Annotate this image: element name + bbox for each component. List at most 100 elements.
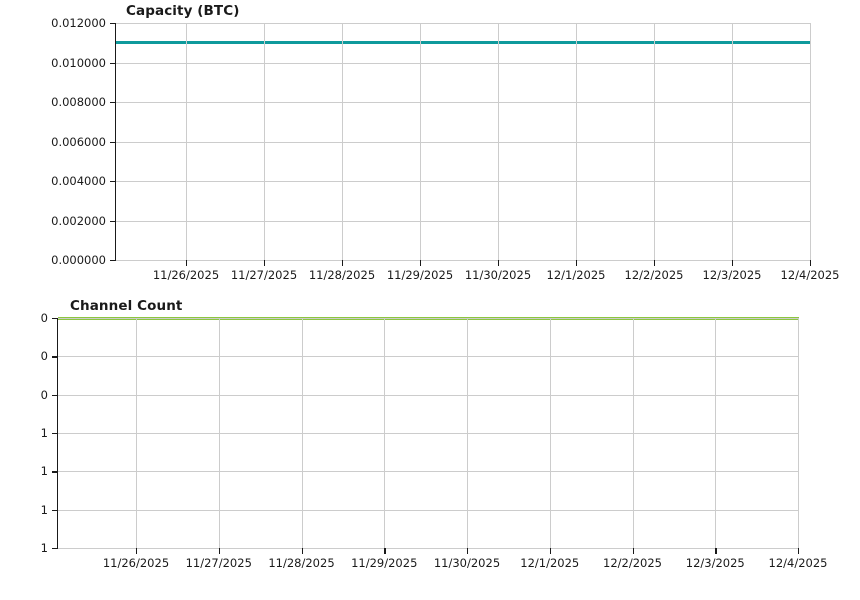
gridline-vertical (264, 23, 265, 260)
y-axis-label: 0.012000 (51, 16, 106, 30)
y-axis-label: 0 (40, 349, 48, 364)
y-axis-tick (110, 260, 116, 262)
gridline-horizontal (116, 181, 811, 182)
y-axis-tick (52, 509, 58, 512)
y-axis-label: 1 (40, 541, 48, 555)
gridline-vertical (810, 23, 811, 260)
x-axis-tick (810, 260, 812, 266)
x-axis-label: 11/29/2025 (351, 556, 418, 570)
gridline-vertical (632, 318, 634, 548)
gridline-vertical (218, 318, 220, 548)
gridline-horizontal (116, 23, 811, 24)
series-line-capacity (116, 41, 811, 45)
gridline-horizontal (116, 141, 811, 143)
gridline-vertical (576, 23, 577, 260)
y-axis-label: 0.004000 (51, 174, 106, 188)
y-axis-label: 1 (40, 426, 48, 440)
y-axis-tick (110, 181, 116, 183)
x-axis-label: 12/1/2025 (546, 268, 606, 282)
y-axis-label: 0.002000 (51, 213, 106, 228)
gridline-horizontal (58, 433, 799, 434)
gridline-vertical (342, 23, 343, 260)
gridline-vertical (498, 23, 499, 260)
x-axis-tick (186, 260, 188, 266)
y-axis-label: 0.000000 (51, 253, 106, 267)
y-axis-label: 0 (40, 311, 48, 325)
x-axis-tick (467, 548, 469, 554)
x-axis-tick (218, 548, 221, 554)
x-axis-tick (798, 548, 800, 554)
x-axis-label: 11/27/2025 (185, 556, 252, 570)
gridline-vertical (467, 318, 468, 548)
x-axis-tick (632, 548, 634, 554)
gridline-vertical (798, 318, 799, 548)
gridline-horizontal (58, 318, 799, 319)
x-axis-tick (264, 260, 266, 266)
gridline-horizontal (116, 220, 811, 222)
x-axis-label: 11/29/2025 (386, 268, 454, 282)
x-axis-tick (342, 260, 344, 266)
y-axis-tick (110, 102, 116, 104)
x-axis-label: 11/26/2025 (102, 556, 170, 570)
x-axis-label: 12/4/2025 (780, 268, 840, 282)
x-axis-label: 11/26/2025 (152, 268, 220, 282)
gridline-horizontal (116, 260, 811, 261)
y-axis-tick (110, 220, 116, 222)
y-axis-label: 0 (40, 387, 48, 402)
x-axis-label: 12/3/2025 (685, 556, 745, 570)
gridline-vertical (654, 23, 655, 260)
chart-panel-capacity: Capacity (BTC) 0.000000 0.002000 0.004000 0… (0, 0, 860, 290)
y-axis-label: 0.006000 (51, 134, 106, 149)
x-axis-tick (715, 548, 717, 554)
x-axis-label: 11/28/2025 (308, 268, 376, 282)
gridline-vertical (136, 318, 137, 548)
y-axis-tick (52, 433, 58, 435)
y-axis-tick (110, 62, 116, 64)
gridline-vertical (420, 23, 421, 260)
x-axis-tick (420, 260, 422, 266)
x-axis-label: 12/4/2025 (768, 556, 828, 570)
gridline-horizontal (58, 509, 799, 511)
y-axis-tick (52, 318, 58, 320)
y-axis-tick (52, 548, 58, 550)
y-axis-tick (110, 141, 116, 143)
x-axis-tick (301, 548, 303, 554)
gridline-vertical (732, 23, 733, 260)
gridline-horizontal (58, 548, 799, 549)
x-axis-tick (384, 548, 386, 554)
x-axis-tick (498, 260, 500, 266)
x-axis-label: 12/2/2025 (624, 268, 684, 282)
gridline-vertical (301, 318, 303, 548)
y-axis-tick (52, 394, 58, 397)
x-axis-label: 11/28/2025 (268, 556, 335, 570)
gridline-vertical (384, 318, 386, 548)
x-axis-label: 11/27/2025 (230, 268, 298, 282)
y-axis-label: 1 (40, 502, 48, 517)
x-axis-label: 11/30/2025 (464, 268, 532, 282)
gridline-vertical (715, 318, 717, 548)
x-axis-tick (576, 260, 578, 266)
x-axis-tick (732, 260, 734, 266)
gridline-horizontal (116, 62, 811, 64)
y-axis-tick (52, 356, 58, 358)
gridline-vertical (186, 23, 187, 260)
x-axis-label: 12/2/2025 (603, 556, 662, 570)
x-axis-label: 11/30/2025 (433, 556, 501, 570)
x-axis-tick (136, 548, 138, 554)
y-axis-label: 1 (40, 464, 48, 479)
gridline-horizontal (58, 471, 799, 473)
gridline-vertical (549, 318, 551, 548)
x-axis-tick (654, 260, 656, 266)
x-axis-label: 12/3/2025 (702, 268, 762, 282)
chart-title-channel-count: Channel Count (70, 298, 183, 314)
x-axis-tick (549, 548, 552, 554)
chart-title-capacity: Capacity (BTC) (126, 3, 240, 19)
chart-panel-channel-count: Channel Count 1 1 1 1 0 0 0 11/26/2025 11/27/202… (0, 290, 860, 600)
y-axis-label: 0.008000 (51, 95, 106, 109)
y-axis-label: 0.010000 (51, 55, 106, 70)
y-axis-tick (52, 471, 58, 473)
gridline-horizontal (58, 356, 799, 358)
gridline-horizontal (116, 102, 811, 103)
x-axis-label: 12/1/2025 (520, 556, 580, 570)
y-axis-tick (110, 23, 116, 25)
